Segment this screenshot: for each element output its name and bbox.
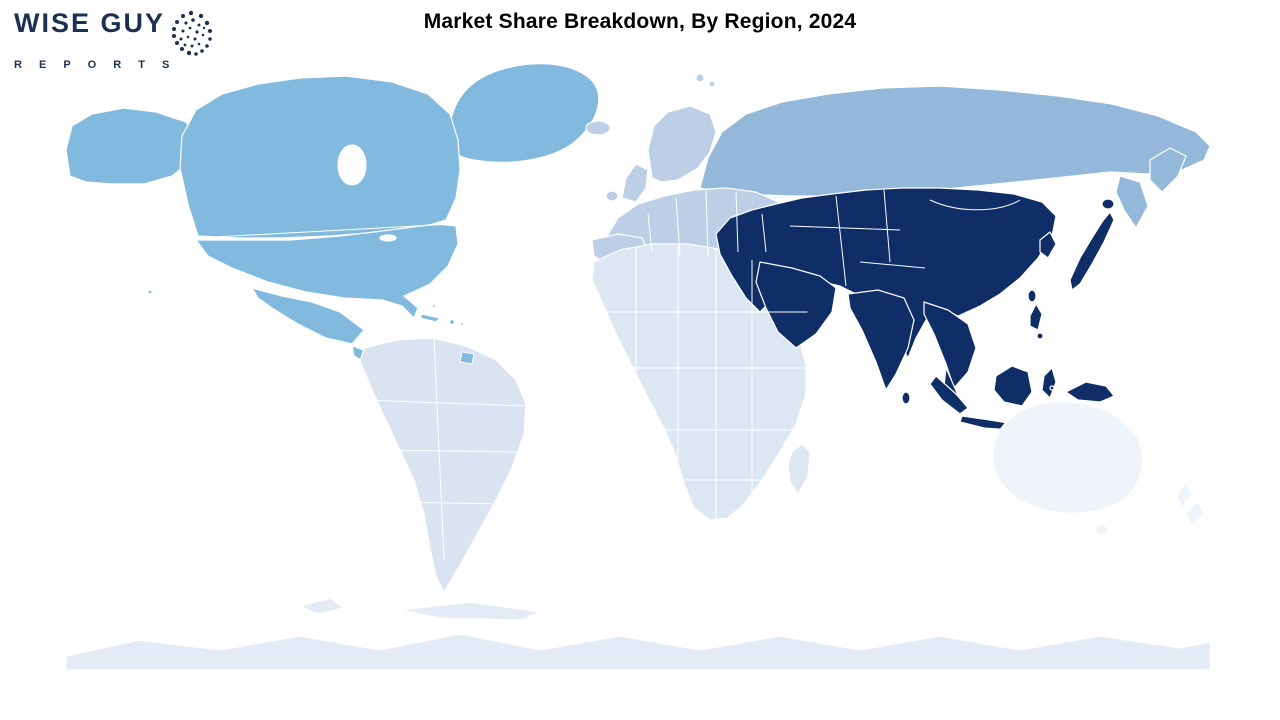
- great-lakes: [379, 234, 397, 242]
- island-madagascar: [787, 443, 811, 495]
- nz-north-island: [1175, 481, 1193, 509]
- island-moluccas: [1049, 385, 1055, 391]
- antarctica-shelf-1: [399, 601, 541, 621]
- antarctica-mainland: [65, 633, 1211, 671]
- region-group-antarctica: [65, 597, 1211, 671]
- island-taiwan: [1027, 289, 1037, 303]
- region-group-asia-pacific: [715, 187, 1115, 431]
- country-iceland: [585, 120, 611, 136]
- island-cuba: [419, 313, 441, 323]
- island-hispaniola: [448, 318, 456, 326]
- region-group-russia: [699, 85, 1211, 229]
- country-usa-alaska: [65, 107, 197, 185]
- island-borneo: [993, 365, 1033, 407]
- island-sumatra: [929, 375, 969, 415]
- region-group-south-america: [359, 337, 527, 593]
- south-america-mainland: [359, 337, 527, 593]
- country-greenland: [448, 63, 600, 163]
- nz-south-island: [1185, 501, 1205, 527]
- territory-french-guiana: [459, 351, 475, 365]
- country-india: [847, 289, 915, 391]
- island-sulawesi: [1041, 367, 1057, 399]
- island-hawaii: [147, 289, 153, 295]
- island-sri-lanka: [901, 391, 911, 405]
- country-mexico: [251, 287, 365, 345]
- wise-guy-reports-logo: WISE GUY R E P O R T S: [14, 8, 213, 71]
- country-japan: [1069, 211, 1115, 291]
- internal-borders-europe: [647, 189, 739, 257]
- arabian-peninsula: [755, 261, 837, 349]
- region-group-oceania: [991, 401, 1205, 536]
- country-canada: [179, 75, 461, 239]
- island-new-guinea: [1065, 381, 1115, 403]
- island-bahamas: [431, 303, 437, 309]
- japan-hokkaido: [1101, 198, 1115, 210]
- region-group-north-america: [65, 63, 600, 377]
- internal-borders-south-america: [363, 338, 526, 561]
- svalbard: [695, 73, 705, 83]
- internal-borders-africa: [592, 244, 812, 520]
- internal-borders-asia: [761, 189, 1021, 287]
- svalbard-2: [708, 80, 716, 88]
- antarctica-peninsula: [299, 597, 345, 615]
- hudson-bay: [337, 144, 367, 186]
- internal-borders-north-america: [195, 223, 453, 239]
- scandinavia: [647, 105, 717, 183]
- logo-head-dots-icon: [172, 10, 213, 56]
- russia-kamchatka: [1149, 147, 1187, 193]
- logo-text-wise-guy: WISE GUY: [14, 8, 166, 38]
- country-australia: [991, 401, 1144, 514]
- island-mindanao: [1036, 332, 1044, 340]
- island-tasmania: [1095, 524, 1109, 536]
- country-uk: [621, 163, 649, 203]
- indochina: [923, 301, 977, 389]
- island-puerto-rico: [459, 321, 465, 327]
- chart-title: Market Share Breakdown, By Region, 2024: [423, 10, 857, 33]
- russia-far-east: [1115, 175, 1149, 229]
- country-ireland: [605, 190, 619, 202]
- logo-text-reports: R E P O R T S: [14, 59, 177, 71]
- island-philippines: [1029, 303, 1043, 331]
- country-usa: [195, 223, 459, 319]
- country-korea: [1039, 231, 1057, 259]
